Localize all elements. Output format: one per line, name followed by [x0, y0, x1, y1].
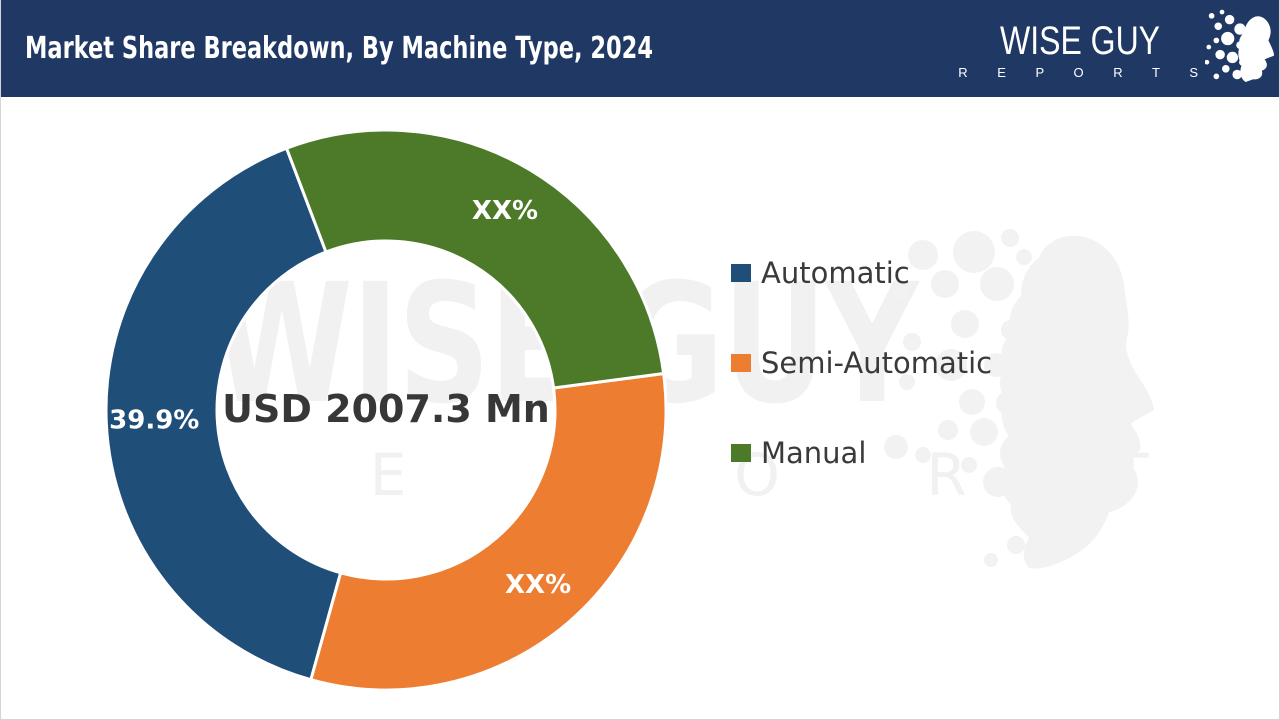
legend-item-semi-automatic: Semi-Automatic	[731, 348, 992, 378]
pie-slice-semi-automatic	[309, 371, 668, 692]
header-bar: Market Share Breakdown, By Machine Type,…	[1, 0, 1279, 97]
logo-reports-text: R E P O R T S	[958, 65, 1211, 80]
legend-label: Semi-Automatic	[761, 345, 993, 380]
pie-slice-manual	[284, 128, 666, 390]
slice-label-manual: XX%	[472, 196, 538, 226]
slice-label-semi-automatic: XX%	[505, 570, 571, 600]
legend-label: Automatic	[761, 255, 910, 290]
pie-slice-automatic	[104, 146, 343, 682]
legend-swatch-icon	[731, 444, 751, 462]
legend-swatch-icon	[731, 354, 751, 372]
logo-wordmark: WISE GUY	[999, 19, 1160, 63]
legend-swatch-icon	[731, 264, 751, 282]
legend-item-automatic: Automatic	[731, 258, 992, 288]
legend-label: Manual	[761, 435, 867, 470]
brand-logo: WISE GUY R E P O R T S	[948, 7, 1275, 89]
logo-face-icon	[1205, 9, 1275, 83]
page-title: Market Share Breakdown, By Machine Type,…	[25, 31, 653, 66]
chart-center-value: USD 2007.3 Mn	[222, 387, 550, 431]
legend-item-manual: Manual	[731, 438, 992, 468]
slice-label-automatic: 39.9%	[109, 406, 199, 436]
chart-legend: Automatic Semi-Automatic Manual	[731, 258, 992, 528]
